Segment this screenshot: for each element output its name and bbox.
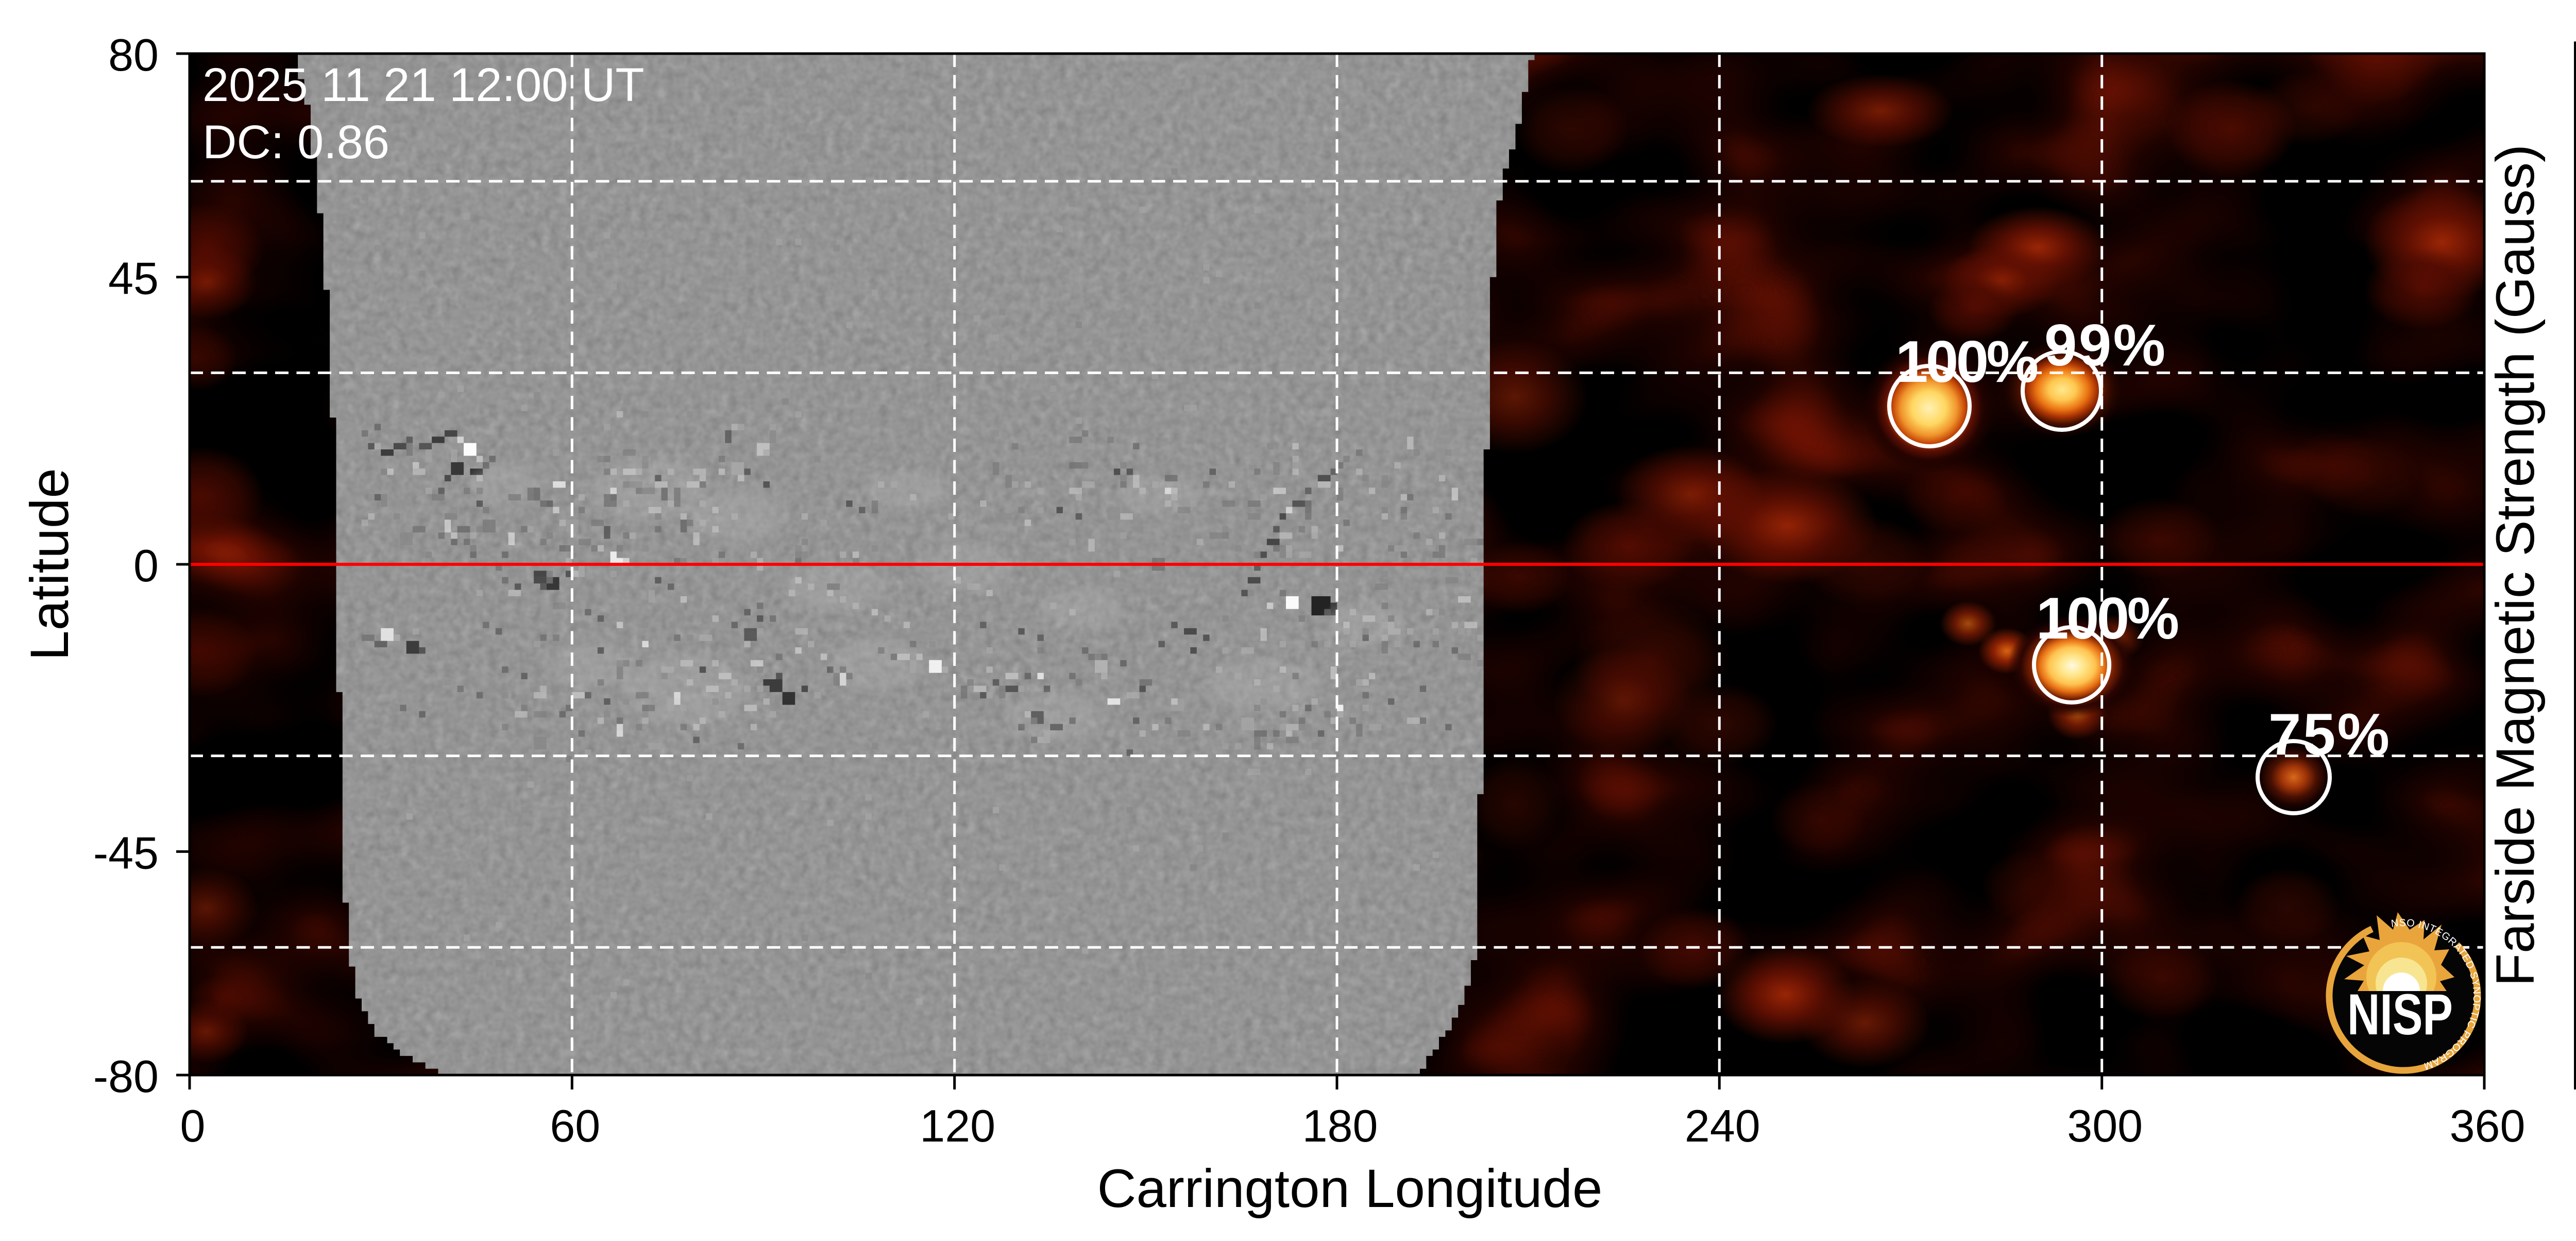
svg-text:60: 60 (550, 1100, 600, 1151)
svg-text:45: 45 (108, 253, 159, 304)
svg-text:-45: -45 (93, 827, 159, 878)
svg-text:Latitude: Latitude (20, 468, 80, 661)
svg-text:120: 120 (920, 1100, 995, 1151)
svg-text:Carrington Longitude: Carrington Longitude (1097, 1159, 1603, 1219)
svg-text:DC: 0.86: DC: 0.86 (202, 116, 389, 169)
svg-text:99%: 99% (2044, 313, 2165, 378)
svg-text:100%: 100% (2036, 586, 2179, 651)
svg-text:300: 300 (2067, 1100, 2143, 1151)
svg-text:100%: 100% (1895, 329, 2039, 395)
svg-text:360: 360 (2450, 1100, 2526, 1151)
svg-text:NISP: NISP (2347, 982, 2453, 1047)
svg-text:0: 0 (133, 540, 159, 591)
svg-text:-80: -80 (93, 1051, 159, 1102)
svg-text:0: 0 (180, 1100, 206, 1151)
svg-text:240: 240 (1685, 1100, 1760, 1151)
svg-text:180: 180 (1302, 1100, 1378, 1151)
svg-text:Farside Magnetic Strength (Gau: Farside Magnetic Strength (Gauss) (2485, 144, 2546, 986)
svg-text:2025 11 21 12:00 UT: 2025 11 21 12:00 UT (202, 59, 645, 111)
svg-text:80: 80 (108, 29, 159, 80)
svg-text:75%: 75% (2268, 702, 2389, 767)
